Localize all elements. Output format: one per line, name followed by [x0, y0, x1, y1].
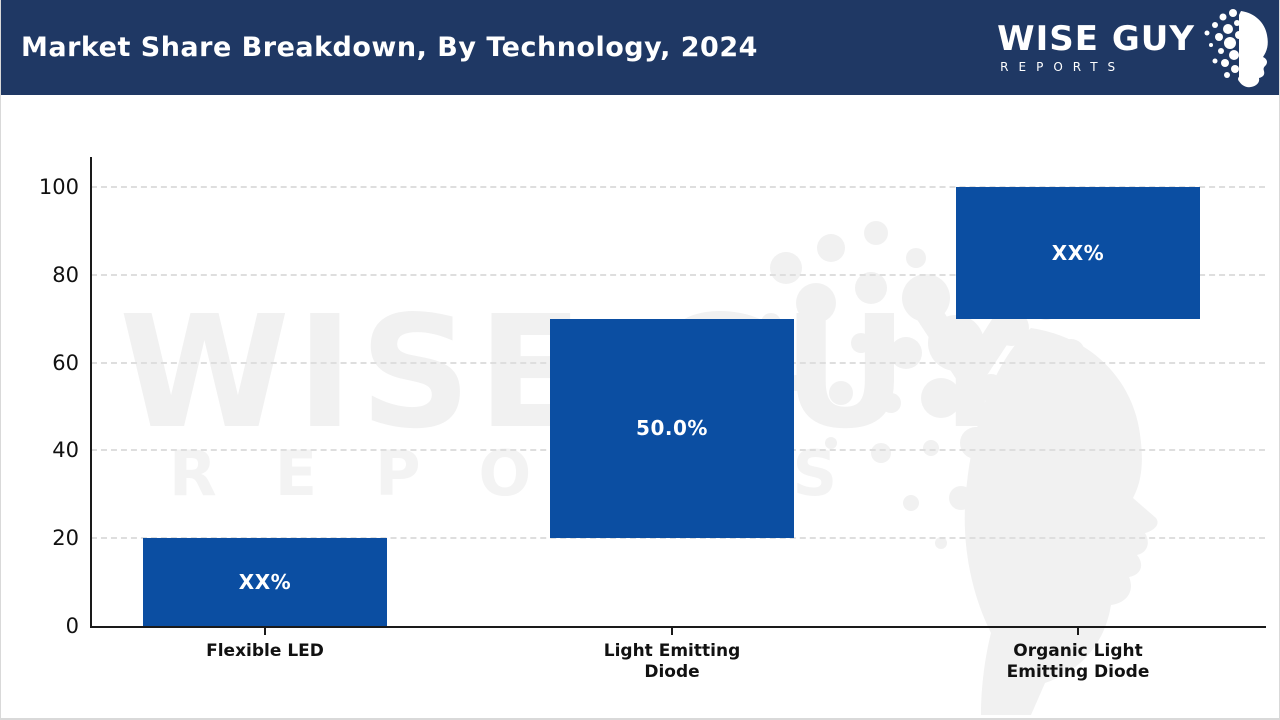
- x-category-label: Light Emitting Diode: [603, 641, 741, 683]
- y-tick-label: 40: [52, 438, 79, 463]
- x-tick: [264, 628, 266, 635]
- x-tick: [671, 628, 673, 635]
- y-tick-label: 100: [38, 175, 79, 199]
- logo-face-icon: [1204, 8, 1268, 87]
- wise-guy-reports-logo: WISE GUY REPORTS: [997, 5, 1271, 91]
- x-category-label: Flexible LED: [206, 641, 324, 661]
- grid-line: [91, 186, 1265, 188]
- y-axis-line: [90, 157, 92, 626]
- chart-area: WISE GUY REPORTS 0 20 40 6: [1, 95, 1279, 718]
- watermark-face-icon: [761, 221, 1158, 715]
- logo-tagline: REPORTS: [1000, 59, 1126, 74]
- bar-value-label: XX%: [238, 570, 292, 595]
- y-tick-label: 20: [52, 526, 79, 551]
- grid-line: [91, 273, 1265, 276]
- bar: 50.0%: [550, 318, 794, 539]
- logo-name: WISE GUY: [997, 18, 1195, 59]
- y-tick-label: 60: [52, 350, 79, 375]
- x-category-label: Organic Light Emitting Diode: [1006, 641, 1150, 683]
- bar: XX%: [143, 538, 387, 626]
- bar-value-label: 50.0%: [636, 416, 708, 441]
- bar: XX%: [956, 187, 1200, 319]
- chart-title: Market Share Breakdown, By Technology, 2…: [21, 32, 758, 63]
- x-tick: [1077, 628, 1079, 635]
- x-axis-line: [90, 626, 1266, 628]
- header-bar: Market Share Breakdown, By Technology, 2…: [1, 0, 1279, 95]
- bar-value-label: XX%: [1051, 240, 1105, 265]
- y-tick-label: 0: [65, 614, 79, 638]
- plot-layer: 0 20 40 60 80 100 XX% Flexible LED 50.0% Light Em…: [1, 95, 1279, 718]
- logo-text: WISE GUY REPORTS: [997, 22, 1195, 74]
- y-tick-label: 80: [52, 262, 79, 287]
- grid-line: [91, 537, 1265, 540]
